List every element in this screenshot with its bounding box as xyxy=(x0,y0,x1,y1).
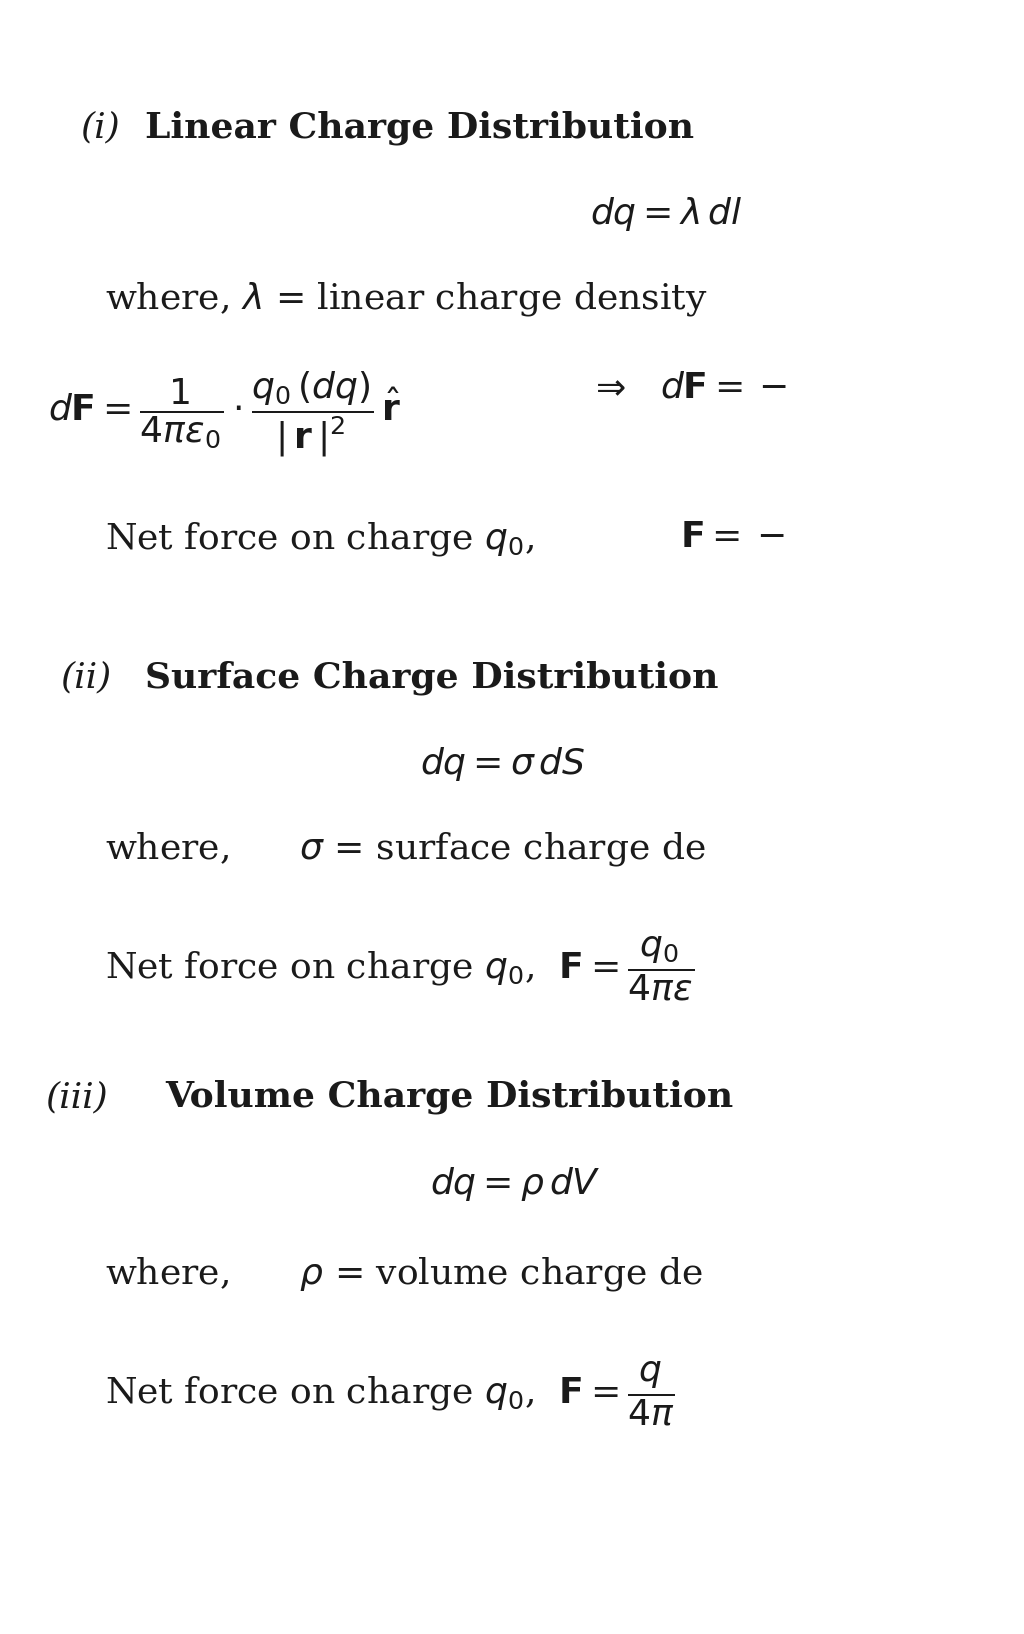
Text: (iii): (iii) xyxy=(45,1080,108,1114)
Text: $d\mathbf{F} = \dfrac{1}{4\pi\varepsilon_0}\cdot\dfrac{q_0\,(dq)}{|\,\mathbf{r}\: $d\mathbf{F} = \dfrac{1}{4\pi\varepsilon… xyxy=(48,369,401,459)
Text: $dq = \rho\, dV$: $dq = \rho\, dV$ xyxy=(430,1165,601,1203)
Text: where,      $\rho$ = volume charge de: where, $\rho$ = volume charge de xyxy=(105,1255,702,1292)
Text: Net force on charge $q_0$,  $\mathbf{F} = \dfrac{q}{4\pi}$: Net force on charge $q_0$, $\mathbf{F} =… xyxy=(105,1359,675,1428)
Text: $dq = \sigma\, dS$: $dq = \sigma\, dS$ xyxy=(420,745,586,783)
Text: (i): (i) xyxy=(80,109,120,144)
Text: Net force on charge $q_0$,  $\mathbf{F} = \dfrac{q_0}{4\pi\varepsilon}$: Net force on charge $q_0$, $\mathbf{F} =… xyxy=(105,935,694,1003)
Text: Volume Charge Distribution: Volume Charge Distribution xyxy=(165,1080,733,1114)
Text: $\Rightarrow$: $\Rightarrow$ xyxy=(588,369,626,404)
Text: Linear Charge Distribution: Linear Charge Distribution xyxy=(145,109,694,144)
Text: where,      $\sigma$ = surface charge de: where, $\sigma$ = surface charge de xyxy=(105,830,706,868)
Text: Net force on charge $q_0$,: Net force on charge $q_0$, xyxy=(105,520,535,557)
Text: Surface Charge Distribution: Surface Charge Distribution xyxy=(145,660,719,694)
Text: $d\mathbf{F} = -$: $d\mathbf{F} = -$ xyxy=(660,369,787,404)
Text: (ii): (ii) xyxy=(60,660,112,694)
Text: $dq = \lambda\, dl$: $dq = \lambda\, dl$ xyxy=(590,194,742,234)
Text: $\mathbf{F} = -$: $\mathbf{F} = -$ xyxy=(680,520,784,554)
Text: where, $\lambda$ = linear charge density: where, $\lambda$ = linear charge density xyxy=(105,279,708,319)
